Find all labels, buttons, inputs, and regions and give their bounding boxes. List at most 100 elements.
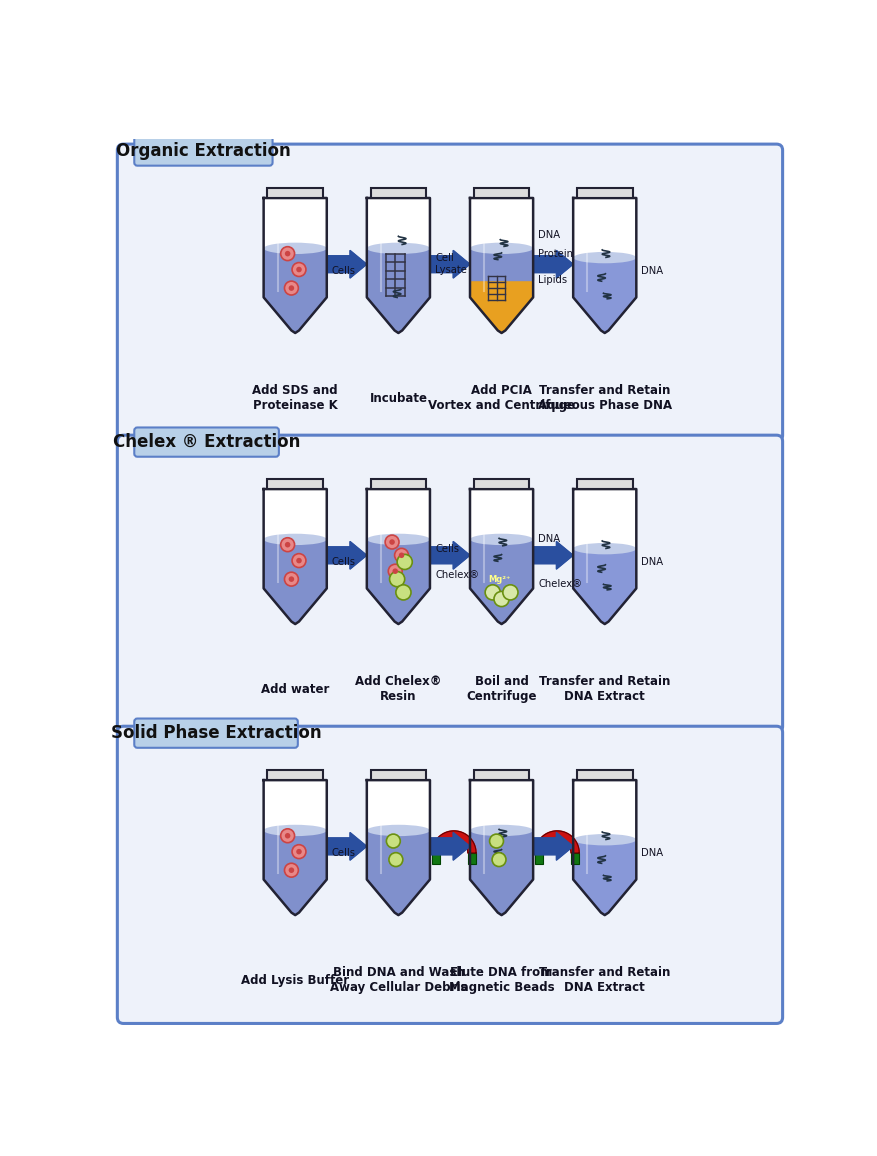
Polygon shape bbox=[573, 780, 636, 916]
Circle shape bbox=[389, 853, 403, 867]
FancyBboxPatch shape bbox=[134, 136, 272, 165]
Circle shape bbox=[394, 548, 408, 562]
Circle shape bbox=[385, 535, 398, 549]
Polygon shape bbox=[263, 540, 326, 624]
Circle shape bbox=[491, 853, 505, 867]
Circle shape bbox=[284, 251, 290, 257]
Text: Cells: Cells bbox=[332, 849, 355, 858]
Circle shape bbox=[281, 829, 295, 843]
Circle shape bbox=[284, 572, 298, 586]
Ellipse shape bbox=[573, 543, 636, 555]
Text: Cells: Cells bbox=[332, 557, 355, 566]
Text: Transfer and Retain
DNA Extract: Transfer and Retain DNA Extract bbox=[538, 966, 670, 994]
Polygon shape bbox=[431, 831, 475, 853]
FancyBboxPatch shape bbox=[134, 428, 279, 457]
FancyBboxPatch shape bbox=[267, 770, 323, 780]
Polygon shape bbox=[430, 541, 469, 569]
Text: Bind DNA and Wash
Away Cellular Debris: Bind DNA and Wash Away Cellular Debris bbox=[330, 966, 467, 994]
Text: Chelex®: Chelex® bbox=[538, 579, 581, 590]
Text: Add SDS and
Proteinase K: Add SDS and Proteinase K bbox=[252, 384, 338, 413]
Polygon shape bbox=[326, 251, 367, 279]
Polygon shape bbox=[573, 198, 636, 333]
Circle shape bbox=[494, 592, 509, 607]
Circle shape bbox=[292, 845, 305, 859]
Text: Transfer and Retain
DNA Extract: Transfer and Retain DNA Extract bbox=[538, 675, 670, 703]
Circle shape bbox=[281, 538, 295, 551]
Circle shape bbox=[281, 246, 295, 260]
Text: DNA: DNA bbox=[538, 534, 560, 544]
Polygon shape bbox=[367, 540, 430, 624]
Text: Chelex ® Extraction: Chelex ® Extraction bbox=[113, 434, 300, 451]
Polygon shape bbox=[469, 249, 532, 333]
Polygon shape bbox=[263, 830, 326, 916]
Circle shape bbox=[284, 833, 290, 838]
Circle shape bbox=[284, 542, 290, 548]
Text: Elute DNA from
Magnetic Beads: Elute DNA from Magnetic Beads bbox=[448, 966, 553, 994]
Text: Add Lysis Buffer: Add Lysis Buffer bbox=[241, 973, 349, 987]
Circle shape bbox=[284, 864, 298, 877]
FancyBboxPatch shape bbox=[474, 188, 529, 198]
Ellipse shape bbox=[367, 243, 430, 254]
FancyBboxPatch shape bbox=[370, 479, 425, 489]
Text: Solid Phase Extraction: Solid Phase Extraction bbox=[111, 724, 321, 742]
Ellipse shape bbox=[367, 534, 430, 546]
FancyBboxPatch shape bbox=[370, 770, 425, 780]
Text: Cell
Lysate: Cell Lysate bbox=[434, 253, 467, 275]
Polygon shape bbox=[469, 830, 532, 916]
FancyBboxPatch shape bbox=[118, 435, 781, 733]
FancyBboxPatch shape bbox=[267, 188, 323, 198]
Text: DNA: DNA bbox=[538, 230, 560, 240]
Circle shape bbox=[389, 571, 404, 587]
Circle shape bbox=[398, 553, 404, 558]
Bar bbox=[534, 853, 543, 865]
Polygon shape bbox=[326, 832, 367, 860]
Circle shape bbox=[296, 849, 302, 854]
Text: Add water: Add water bbox=[260, 683, 329, 696]
FancyBboxPatch shape bbox=[370, 188, 425, 198]
Text: Boil and
Centrifuge: Boil and Centrifuge bbox=[466, 675, 536, 703]
Ellipse shape bbox=[573, 252, 636, 264]
Ellipse shape bbox=[469, 824, 532, 836]
Circle shape bbox=[485, 585, 500, 600]
Polygon shape bbox=[367, 198, 430, 333]
Circle shape bbox=[503, 585, 517, 600]
FancyBboxPatch shape bbox=[474, 770, 529, 780]
Text: Lipids: Lipids bbox=[538, 275, 567, 286]
Bar bbox=[431, 853, 439, 865]
FancyBboxPatch shape bbox=[134, 719, 297, 748]
Ellipse shape bbox=[263, 243, 326, 254]
Polygon shape bbox=[367, 489, 430, 624]
Circle shape bbox=[296, 267, 302, 273]
Text: Add PCIA
Vortex and Centrifuge: Add PCIA Vortex and Centrifuge bbox=[427, 384, 574, 413]
Polygon shape bbox=[532, 251, 573, 279]
Ellipse shape bbox=[367, 824, 430, 836]
Circle shape bbox=[284, 281, 298, 295]
Polygon shape bbox=[263, 198, 326, 333]
Text: DNA: DNA bbox=[640, 266, 663, 276]
Circle shape bbox=[292, 262, 305, 276]
Ellipse shape bbox=[469, 243, 532, 254]
Polygon shape bbox=[367, 830, 430, 916]
Polygon shape bbox=[263, 780, 326, 916]
FancyBboxPatch shape bbox=[576, 479, 631, 489]
Polygon shape bbox=[326, 541, 367, 569]
FancyBboxPatch shape bbox=[576, 188, 631, 198]
Text: DNA: DNA bbox=[640, 849, 663, 858]
Polygon shape bbox=[469, 780, 532, 916]
Polygon shape bbox=[532, 541, 573, 569]
Text: Cells: Cells bbox=[332, 266, 355, 276]
Circle shape bbox=[389, 539, 395, 544]
Polygon shape bbox=[532, 832, 573, 860]
Polygon shape bbox=[367, 249, 430, 333]
Polygon shape bbox=[469, 489, 532, 624]
Circle shape bbox=[388, 564, 402, 578]
Polygon shape bbox=[263, 249, 326, 333]
Circle shape bbox=[289, 286, 294, 291]
FancyBboxPatch shape bbox=[118, 726, 781, 1023]
Bar bbox=[570, 853, 579, 865]
Text: Chelex®: Chelex® bbox=[434, 570, 479, 580]
Circle shape bbox=[289, 577, 294, 581]
Polygon shape bbox=[573, 489, 636, 624]
Circle shape bbox=[396, 585, 410, 600]
Circle shape bbox=[289, 867, 294, 873]
